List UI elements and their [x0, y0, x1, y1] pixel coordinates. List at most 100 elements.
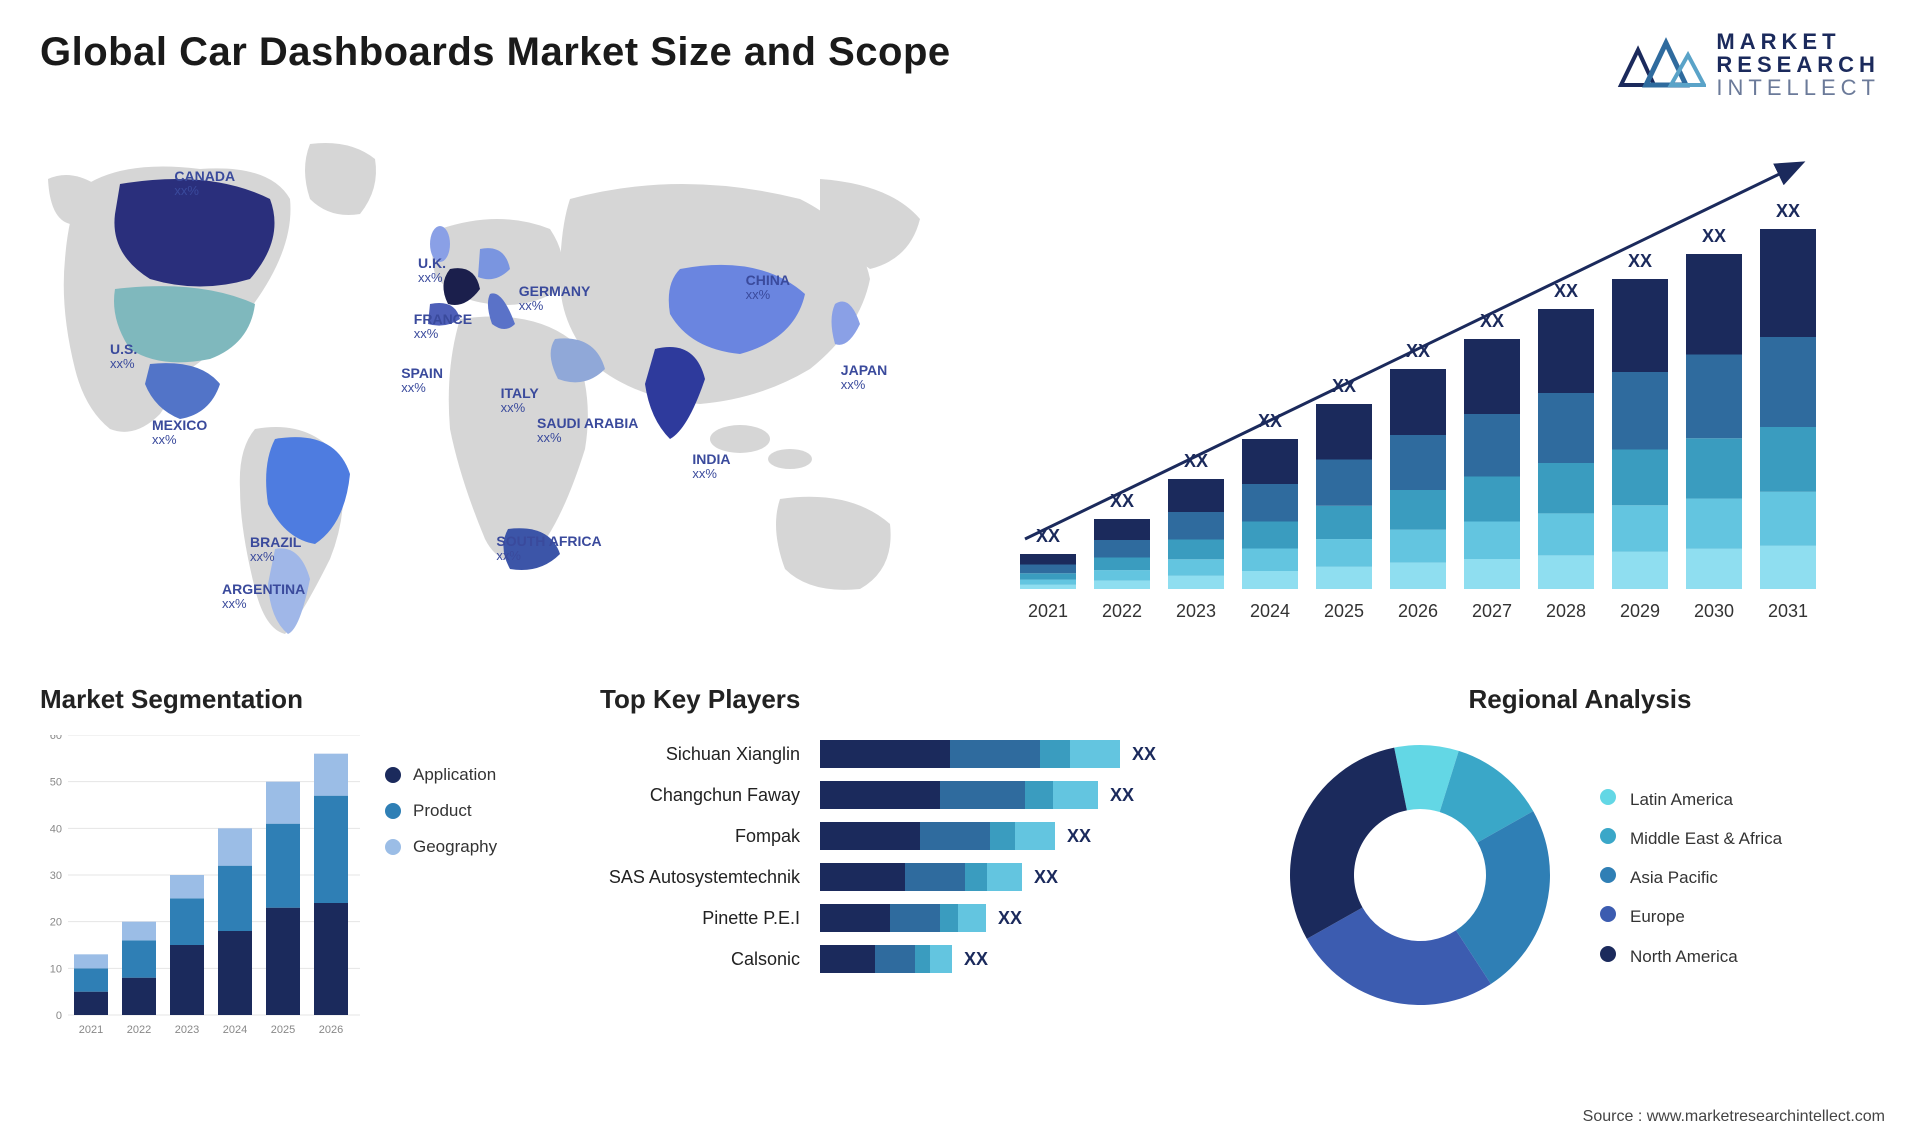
forecast-bar-segment	[1168, 479, 1224, 512]
seg-bar-segment	[266, 908, 300, 1015]
player-bar	[820, 863, 1022, 891]
player-name: Fompak	[600, 826, 820, 847]
map-label-uk: U.K.xx%	[418, 255, 446, 286]
player-row: Pinette P.E.I XX	[600, 904, 1220, 932]
logo-line-1: MARKET	[1716, 30, 1880, 53]
seg-bar-segment	[74, 955, 108, 969]
forecast-xx-label: XX	[1554, 281, 1578, 301]
svg-text:0: 0	[56, 1010, 62, 1022]
forecast-bar-segment	[1612, 506, 1668, 553]
player-xx: XX	[964, 949, 988, 970]
forecast-year-label: 2021	[1028, 601, 1068, 621]
forecast-bar-segment	[1390, 563, 1446, 589]
svg-text:2022: 2022	[127, 1024, 151, 1036]
forecast-bar-segment	[1316, 404, 1372, 460]
forecast-bar-segment	[1686, 355, 1742, 439]
forecast-bar-segment	[1242, 522, 1298, 549]
forecast-bar-segment	[1760, 546, 1816, 589]
seg-bar-segment	[218, 866, 252, 931]
map-label-saudiarabia: SAUDI ARABIAxx%	[537, 415, 638, 446]
forecast-bar-segment	[1020, 585, 1076, 589]
forecast-bar-segment	[1020, 565, 1076, 574]
forecast-bar-segment	[1094, 519, 1150, 540]
forecast-bar-segment	[1686, 549, 1742, 589]
forecast-bar-segment	[1612, 450, 1668, 506]
forecast-bar-segment	[1464, 559, 1520, 589]
map-label-canada: CANADAxx%	[174, 168, 235, 199]
player-bar-segment	[915, 945, 930, 973]
player-bar-segment	[990, 822, 1015, 850]
player-row: FompakXX	[600, 822, 1220, 850]
map-label-spain: SPAINxx%	[401, 365, 443, 396]
svg-text:20: 20	[50, 917, 62, 929]
forecast-bar-segment	[1094, 581, 1150, 589]
forecast-bar-segment	[1316, 567, 1372, 589]
player-bar	[820, 781, 1098, 809]
logo-line-2: RESEARCH	[1716, 53, 1880, 76]
forecast-bar-segment	[1686, 254, 1742, 355]
map-label-southafrica: SOUTH AFRICAxx%	[496, 533, 601, 564]
forecast-bar-segment	[1760, 337, 1816, 427]
forecast-bar-segment	[1464, 414, 1520, 477]
map-label-china: CHINAxx%	[746, 272, 790, 303]
svg-text:2021: 2021	[79, 1024, 103, 1036]
forecast-year-label: 2026	[1398, 601, 1438, 621]
player-bar	[820, 822, 1055, 850]
segmentation-chart: 0102030405060202120222023202420252026	[40, 735, 360, 1050]
forecast-bar-segment	[1760, 427, 1816, 492]
logo-icon	[1616, 35, 1706, 95]
source-text: Source : www.marketresearchintellect.com	[1583, 1108, 1885, 1126]
seg-bar-segment	[74, 992, 108, 1015]
player-xx: XX	[1110, 785, 1134, 806]
regional-legend: Latin AmericaMiddle East & AfricaAsia Pa…	[1600, 789, 1782, 967]
player-bar-segment	[930, 945, 952, 973]
player-xx: XX	[998, 908, 1022, 929]
seg-bar-segment	[314, 903, 348, 1015]
map-label-italy: ITALYxx%	[501, 385, 539, 416]
player-row: Changchun Faway XX	[600, 781, 1220, 809]
forecast-bar-segment	[1242, 484, 1298, 522]
svg-text:2023: 2023	[175, 1024, 199, 1036]
player-bar-segment	[965, 863, 987, 891]
map-label-argentina: ARGENTINAxx%	[222, 581, 305, 612]
forecast-xx-label: XX	[1628, 251, 1652, 271]
forecast-bar-segment	[1760, 229, 1816, 337]
player-bar-segment	[1053, 781, 1098, 809]
forecast-bar-segment	[1760, 492, 1816, 546]
seg-bar-segment	[218, 829, 252, 866]
forecast-bar-segment	[1612, 279, 1668, 372]
player-bar-segment	[820, 904, 890, 932]
svg-text:2024: 2024	[223, 1024, 247, 1036]
player-row: Sichuan XianglinXX	[600, 740, 1220, 768]
forecast-year-label: 2023	[1176, 601, 1216, 621]
player-bar	[820, 945, 952, 973]
regional-legend-item: Europe	[1600, 906, 1782, 927]
seg-bar-segment	[170, 945, 204, 1015]
player-bar-segment	[820, 781, 940, 809]
forecast-bar-segment	[1612, 552, 1668, 589]
forecast-year-label: 2027	[1472, 601, 1512, 621]
map-label-japan: JAPANxx%	[841, 362, 887, 393]
seg-bar-segment	[314, 754, 348, 796]
player-name: Changchun Faway	[600, 785, 820, 806]
forecast-chart: XX2021XX2022XX2023XX2024XX2025XX2026XX20…	[990, 129, 1880, 649]
player-bar-segment	[905, 863, 965, 891]
segmentation-legend: ApplicationProductGeography	[385, 735, 497, 1050]
regional-legend-item: Latin America	[1600, 789, 1782, 810]
seg-legend-item: Product	[385, 801, 497, 821]
regional-legend-item: North America	[1600, 946, 1782, 967]
svg-text:30: 30	[50, 870, 62, 882]
player-name: Pinette P.E.I	[600, 908, 820, 929]
player-bar-segment	[890, 904, 940, 932]
forecast-bar-segment	[1242, 549, 1298, 572]
forecast-bar-segment	[1168, 512, 1224, 540]
svg-text:40: 40	[50, 824, 62, 836]
player-xx: XX	[1034, 867, 1058, 888]
regional-panel: Regional Analysis Latin AmericaMiddle Ea…	[1280, 684, 1880, 1050]
player-bar-segment	[1015, 822, 1055, 850]
regional-legend-item: Middle East & Africa	[1600, 828, 1782, 849]
player-bar-segment	[940, 781, 1025, 809]
svg-text:2026: 2026	[319, 1024, 343, 1036]
forecast-bar-segment	[1390, 530, 1446, 563]
player-bar-segment	[820, 822, 920, 850]
